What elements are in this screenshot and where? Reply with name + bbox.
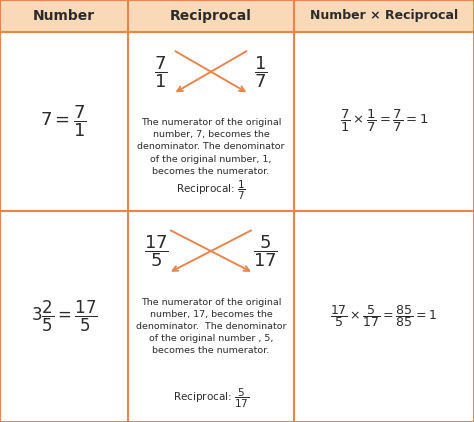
FancyArrowPatch shape: [173, 230, 251, 271]
Bar: [0, 0, 474, 32]
Text: The numerator of the original
number, 7, becomes the
denominator. The denominato: The numerator of the original number, 7,…: [137, 118, 285, 176]
Text: $\dfrac{17}{5} \times \dfrac{5}{17} = \dfrac{85}{85} = 1$: $\dfrac{17}{5} \times \dfrac{5}{17} = \d…: [330, 303, 438, 330]
Text: $7 = \dfrac{7}{1}$: $7 = \dfrac{7}{1}$: [40, 103, 88, 139]
Text: Number × Reciprocal: Number × Reciprocal: [310, 9, 458, 22]
Text: Reciprocal: $\dfrac{1}{7}$: Reciprocal: $\dfrac{1}{7}$: [176, 178, 246, 202]
Text: Number: Number: [33, 9, 95, 23]
Text: $\dfrac{7}{1} \times \dfrac{1}{7} = \dfrac{7}{7} = 1$: $\dfrac{7}{1} \times \dfrac{1}{7} = \dfr…: [340, 108, 428, 134]
Text: $\dfrac{17}{5}$: $\dfrac{17}{5}$: [144, 233, 169, 269]
Text: $\dfrac{7}{1}$: $\dfrac{7}{1}$: [155, 54, 168, 89]
Text: $\dfrac{1}{7}$: $\dfrac{1}{7}$: [254, 54, 267, 89]
FancyArrowPatch shape: [171, 230, 249, 271]
FancyArrowPatch shape: [175, 51, 245, 91]
Text: $3\dfrac{2}{5} = \dfrac{17}{5}$: $3\dfrac{2}{5} = \dfrac{17}{5}$: [31, 299, 97, 334]
FancyArrowPatch shape: [177, 51, 246, 91]
Text: The numerator of the original
number, 17, becomes the
denominator.  The denomina: The numerator of the original number, 17…: [136, 298, 286, 355]
Text: Reciprocal: $\dfrac{5}{17}$: Reciprocal: $\dfrac{5}{17}$: [173, 387, 249, 411]
Text: $\dfrac{5}{17}$: $\dfrac{5}{17}$: [253, 233, 278, 269]
Text: Reciprocal: Reciprocal: [170, 9, 252, 23]
